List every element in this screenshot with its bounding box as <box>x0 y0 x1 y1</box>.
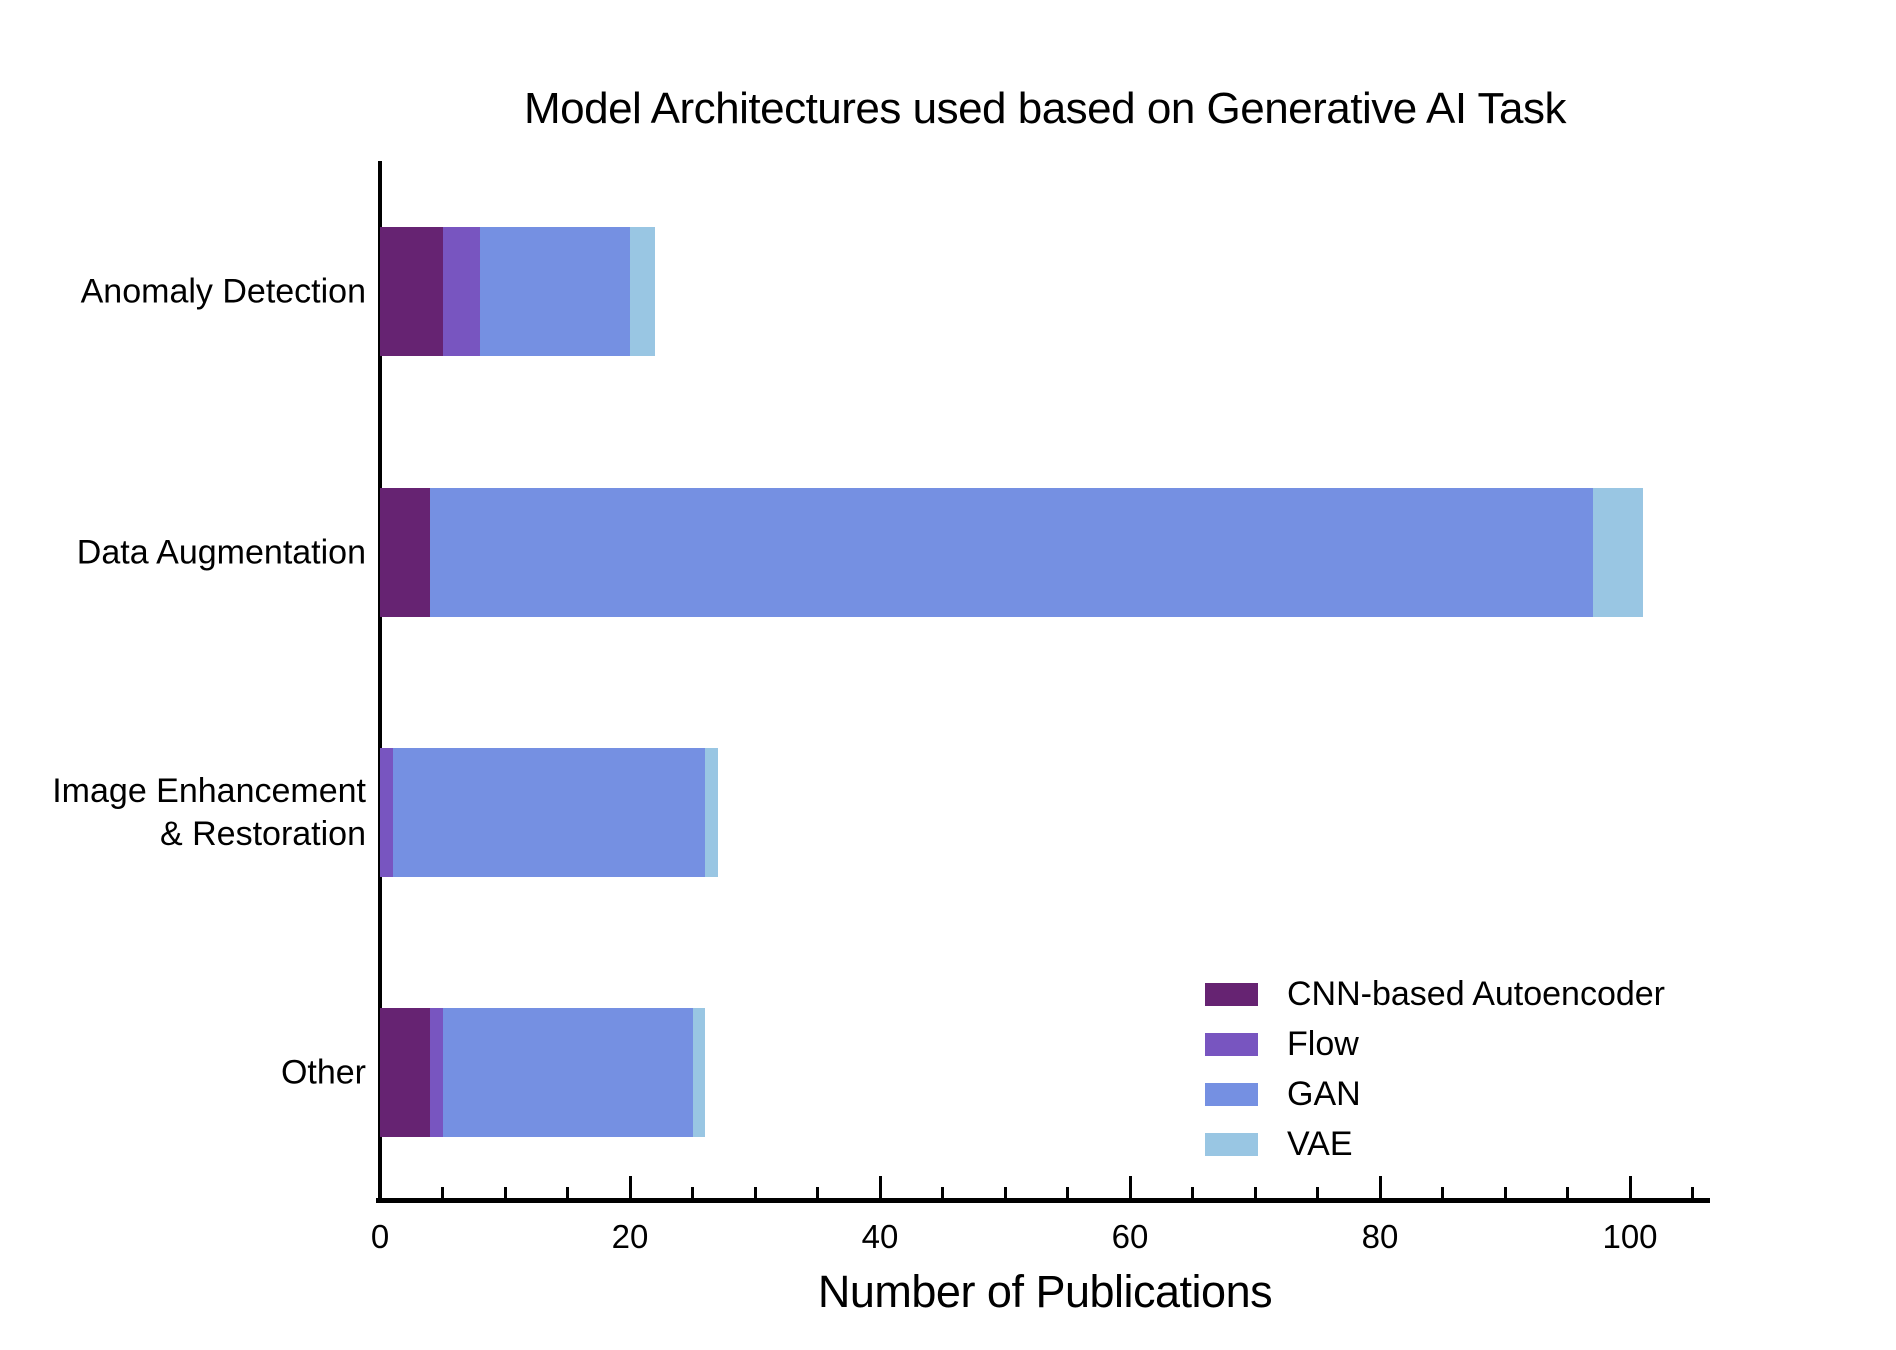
x-tick-minor <box>816 1187 819 1198</box>
category-label: Image Enhancement & Restoration <box>52 770 366 856</box>
x-tick-major <box>1128 1176 1132 1198</box>
bar-segment <box>392 748 705 877</box>
category-label: Data Augmentation <box>77 532 366 575</box>
x-tick-minor <box>1566 1187 1569 1198</box>
bar-segment <box>430 488 1593 617</box>
category-label-line: & Restoration <box>160 814 366 853</box>
x-axis-line <box>376 1198 1710 1203</box>
x-tick-minor <box>1253 1187 1257 1198</box>
legend-item: GAN <box>1205 1075 1361 1113</box>
bar-segment <box>480 227 630 356</box>
category-label-line: Image Enhancement <box>52 771 366 810</box>
bar-segment <box>630 227 655 356</box>
category-label: Anomaly Detection <box>81 270 366 313</box>
x-tick-label: 20 <box>611 1218 649 1255</box>
bar-segment <box>430 1008 443 1137</box>
x-tick-minor <box>941 1187 944 1198</box>
chart-title: Model Architectures used based on Genera… <box>523 84 1567 133</box>
category-label-line: Anomaly Detection <box>80 272 366 310</box>
legend-label: VAE <box>1287 1125 1353 1163</box>
bar-segment <box>1592 488 1643 617</box>
legend-swatch <box>1205 1133 1258 1156</box>
legend-item: VAE <box>1205 1125 1353 1163</box>
bar-segment <box>442 1008 693 1137</box>
bar-segment <box>705 748 718 877</box>
legend-swatch <box>1205 1083 1258 1106</box>
bar-segment <box>380 227 443 356</box>
legend-swatch <box>1205 983 1258 1006</box>
x-tick-major <box>1628 1176 1632 1198</box>
legend-label: CNN-based Autoencoder <box>1287 975 1666 1013</box>
x-tick-label: 80 <box>1361 1218 1399 1255</box>
x-tick-minor <box>1191 1187 1194 1198</box>
x-tick-major <box>878 1176 882 1198</box>
x-tick-minor <box>1503 1187 1507 1198</box>
bar-segment <box>380 1008 430 1137</box>
x-tick-major <box>1378 1176 1382 1198</box>
category-label: Other <box>281 1051 366 1094</box>
legend-item: Flow <box>1205 1025 1359 1063</box>
x-tick-major <box>378 1176 382 1198</box>
x-tick-label: 100 <box>1602 1218 1658 1255</box>
legend-swatch <box>1205 1033 1258 1056</box>
legend-item: CNN-based Autoencoder <box>1205 975 1665 1013</box>
y-axis-line <box>378 161 382 1203</box>
x-tick-minor <box>503 1187 507 1198</box>
x-tick-minor <box>566 1187 569 1198</box>
bar-segment <box>380 488 430 617</box>
x-axis-title: Number of Publications <box>817 1266 1273 1317</box>
legend-label: GAN <box>1287 1075 1361 1113</box>
x-tick-minor <box>441 1187 444 1198</box>
bar-segment <box>380 748 393 877</box>
x-tick-minor <box>1316 1187 1319 1198</box>
legend-label: Flow <box>1287 1025 1359 1063</box>
x-tick-minor <box>1003 1187 1007 1198</box>
x-tick-label: 60 <box>1111 1218 1149 1255</box>
x-tick-minor <box>1066 1187 1069 1198</box>
x-tick-minor <box>1691 1187 1694 1198</box>
x-tick-minor <box>753 1187 757 1198</box>
x-tick-major <box>628 1176 632 1198</box>
x-tick-label: 0 <box>370 1218 390 1255</box>
category-label-line: Other <box>280 1053 366 1091</box>
x-tick-minor <box>1441 1187 1444 1198</box>
bar-segment <box>442 227 480 356</box>
bar-segment <box>692 1008 705 1137</box>
x-tick-label: 40 <box>861 1218 899 1255</box>
category-label-line: Data Augmentation <box>76 533 366 572</box>
x-tick-minor <box>691 1187 694 1198</box>
